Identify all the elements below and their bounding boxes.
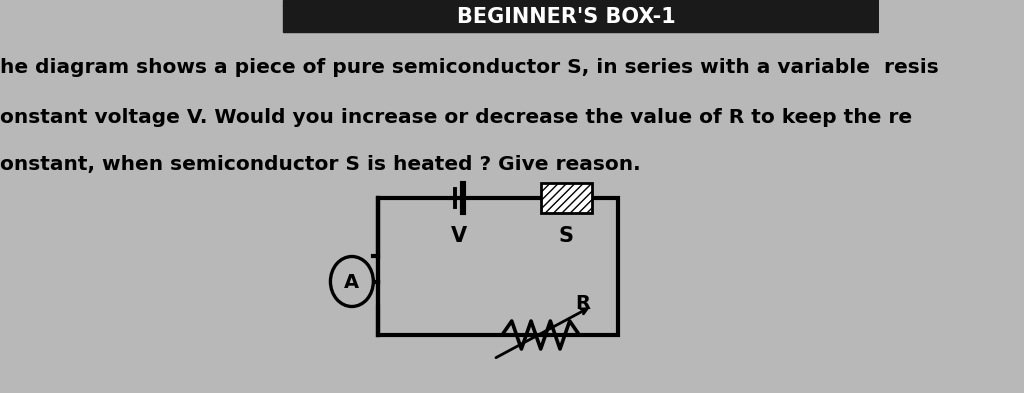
Text: he diagram shows a piece of pure semiconductor S, in series with a variable  res: he diagram shows a piece of pure semicon… xyxy=(0,58,939,77)
Text: S: S xyxy=(559,226,573,246)
Bar xyxy=(541,183,592,213)
Text: onstant voltage V. Would you increase or decrease the value of R to keep the re: onstant voltage V. Would you increase or… xyxy=(0,108,912,127)
Bar xyxy=(284,0,879,32)
Text: A: A xyxy=(344,273,359,292)
Text: BEGINNER'S BOX-1: BEGINNER'S BOX-1 xyxy=(457,7,676,27)
Circle shape xyxy=(331,257,374,307)
Text: R: R xyxy=(575,294,590,313)
Text: onstant, when semiconductor S is heated ? Give reason.: onstant, when semiconductor S is heated … xyxy=(0,155,641,174)
Text: V: V xyxy=(452,226,467,246)
Bar xyxy=(378,198,617,335)
